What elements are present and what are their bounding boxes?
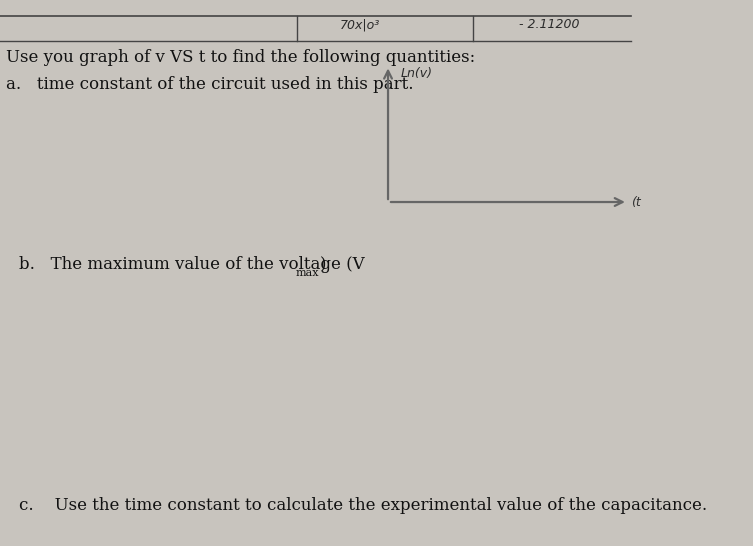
Text: - 2.11200: - 2.11200 (519, 18, 579, 31)
Text: c.    Use the time constant to calculate the experimental value of the capacitan: c. Use the time constant to calculate th… (19, 496, 707, 514)
Text: b.   The maximum value of the voltage (V: b. The maximum value of the voltage (V (19, 256, 364, 274)
Text: 70x|o³: 70x|o³ (340, 18, 380, 31)
Text: Ln(v): Ln(v) (401, 67, 433, 80)
Text: ): ) (320, 256, 326, 274)
Text: Use you graph of v VS t to find the following quantities:: Use you graph of v VS t to find the foll… (6, 49, 476, 66)
Text: (t: (t (631, 195, 641, 209)
Text: a.   time constant of the circuit used in this part.: a. time constant of the circuit used in … (6, 76, 414, 93)
Text: max: max (295, 268, 319, 278)
